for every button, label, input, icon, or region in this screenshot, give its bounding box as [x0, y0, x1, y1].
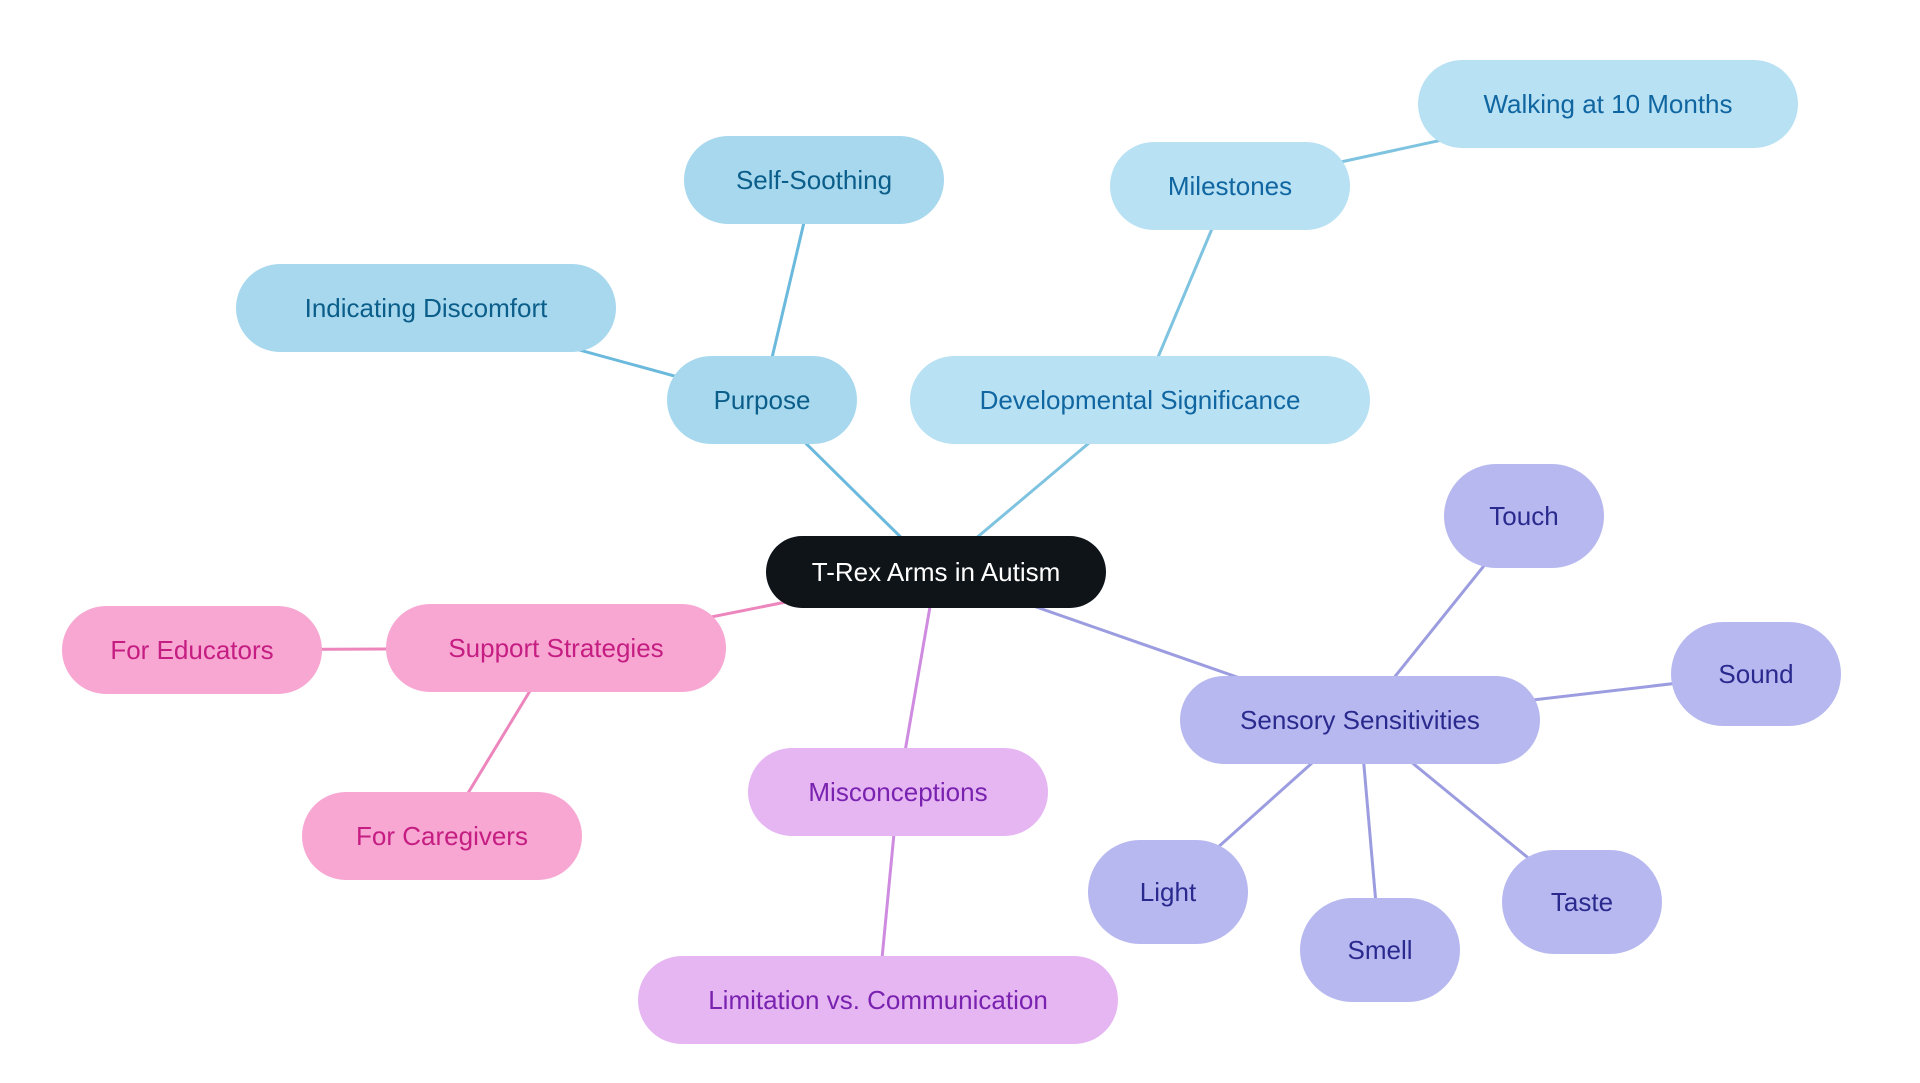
node-support: Support Strategies: [386, 604, 726, 692]
node-purpose: Purpose: [667, 356, 857, 444]
node-label-purpose: Purpose: [714, 385, 811, 416]
node-light: Light: [1088, 840, 1248, 944]
node-walking: Walking at 10 Months: [1418, 60, 1798, 148]
node-sound: Sound: [1671, 622, 1841, 726]
node-touch: Touch: [1444, 464, 1604, 568]
node-caregivers: For Caregivers: [302, 792, 582, 880]
node-label-caregivers: For Caregivers: [356, 821, 528, 852]
node-taste: Taste: [1502, 850, 1662, 954]
node-educators: For Educators: [62, 606, 322, 694]
node-label-touch: Touch: [1489, 501, 1558, 532]
node-label-taste: Taste: [1551, 887, 1613, 918]
node-sensory: Sensory Sensitivities: [1180, 676, 1540, 764]
node-label-sensory: Sensory Sensitivities: [1240, 705, 1480, 736]
node-label-milestones: Milestones: [1168, 171, 1292, 202]
node-label-support: Support Strategies: [448, 633, 663, 664]
node-label-light: Light: [1140, 877, 1196, 908]
node-label-smell: Smell: [1347, 935, 1412, 966]
node-label-sound: Sound: [1718, 659, 1793, 690]
node-self-soothing: Self-Soothing: [684, 136, 944, 224]
node-limitation: Limitation vs. Communication: [638, 956, 1118, 1044]
node-root: T-Rex Arms in Autism: [766, 536, 1106, 608]
node-label-devsig: Developmental Significance: [980, 385, 1301, 416]
node-label-misconceptions: Misconceptions: [808, 777, 987, 808]
node-label-root: T-Rex Arms in Autism: [812, 557, 1061, 588]
node-devsig: Developmental Significance: [910, 356, 1370, 444]
node-label-self-soothing: Self-Soothing: [736, 165, 892, 196]
node-milestones: Milestones: [1110, 142, 1350, 230]
node-label-indicating: Indicating Discomfort: [305, 293, 548, 324]
node-misconceptions: Misconceptions: [748, 748, 1048, 836]
node-label-walking: Walking at 10 Months: [1483, 89, 1732, 120]
node-smell: Smell: [1300, 898, 1460, 1002]
node-indicating: Indicating Discomfort: [236, 264, 616, 352]
node-label-limitation: Limitation vs. Communication: [708, 985, 1048, 1016]
node-label-educators: For Educators: [110, 635, 273, 666]
